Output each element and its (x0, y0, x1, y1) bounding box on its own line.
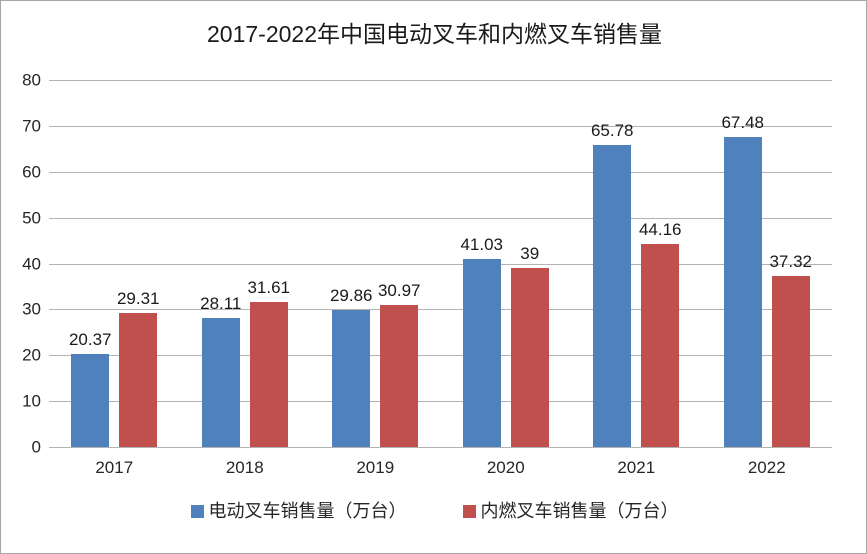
bar-value-label-ice-2021: 44.16 (638, 220, 682, 240)
bar-value-label-ice-2018: 31.61 (247, 277, 291, 297)
y-tick-label: 30 (22, 299, 41, 319)
bar-value-label-electric-2018: 28.11 (200, 294, 242, 314)
x-tick-label-2019: 2019 (356, 458, 395, 477)
x-tick-label-2017: 2017 (95, 458, 134, 477)
legend-label-electric: 电动叉车销售量（万台） (208, 501, 407, 521)
x-tick-label-2020: 2020 (486, 458, 525, 477)
bar-ice-2020[interactable] (510, 268, 549, 447)
gridline (49, 80, 832, 81)
gridline (49, 401, 832, 403)
bar-value-label-electric-2020: 41.03 (460, 234, 504, 254)
bar-ice-2018[interactable] (249, 302, 288, 447)
y-tick-label: 50 (22, 208, 41, 228)
bar-electric-2017[interactable] (71, 353, 110, 447)
y-tick-label: 0 (31, 437, 41, 457)
legend-swatch-icon-electric (190, 504, 204, 518)
gridline (49, 263, 832, 265)
gridline (49, 171, 832, 173)
y-tick-label: 70 (22, 116, 41, 136)
gridline (49, 309, 832, 311)
x-tick-label-2018: 2018 (225, 458, 264, 477)
x-tick-label-2021: 2021 (617, 458, 656, 477)
legend-item-electric[interactable]: 电动叉车销售量（万台） (190, 500, 407, 522)
bar-electric-2020[interactable] (462, 258, 501, 447)
plot-area: 20.37 29.31 28.11 31.61 29.86 30.97 41.03 39 65.… (49, 80, 832, 448)
bar-value-label-electric-2021: 65.78 (590, 121, 634, 141)
bar-electric-2021[interactable] (593, 145, 632, 447)
y-tick-label: 10 (22, 391, 41, 411)
gridline (49, 217, 832, 219)
bar-value-label-ice-2019: 30.97 (377, 280, 421, 300)
chart-title: 2017-2022年中国电动叉车和内燃叉车销售量 (207, 21, 662, 47)
y-tick-label: 80 (22, 70, 41, 90)
y-tick-label: 60 (22, 162, 41, 182)
bar-ice-2022[interactable] (771, 275, 810, 447)
gridline (49, 447, 832, 448)
x-tick-label-2022: 2022 (747, 458, 786, 477)
gridline (49, 125, 832, 127)
bar-value-label-ice-2022: 37.32 (769, 251, 813, 271)
bar-value-label-ice-2017: 29.31 (116, 288, 160, 308)
bar-value-label-ice-2020: 39 (520, 244, 540, 264)
y-tick-label: 40 (22, 254, 41, 273)
bar-value-label-electric-2022: 67.48 (721, 113, 765, 133)
legend-swatch-icon-ice (462, 504, 476, 518)
bar-ice-2017[interactable] (119, 312, 158, 447)
bar-value-label-electric-2017: 20.37 (68, 329, 112, 349)
y-tick-label: 20 (22, 345, 41, 365)
legend-item-ice[interactable]: 内燃叉车销售量（万台） (462, 500, 679, 522)
legend-label-ice: 内燃叉车销售量（万台） (480, 501, 679, 521)
chart-legend: 电动叉车销售量（万台） 内燃叉车销售量（万台） (1, 500, 866, 522)
bar-ice-2021[interactable] (641, 244, 680, 447)
bar-electric-2018[interactable] (201, 318, 240, 447)
y-axis: 80 70 60 50 40 30 20 10 0 (1, 72, 41, 456)
bar-ice-2019[interactable] (380, 304, 419, 447)
bar-electric-2019[interactable] (332, 310, 371, 447)
bar-electric-2022[interactable] (723, 137, 762, 447)
x-axis: 2017 2018 2019 2020 2021 2022 (49, 456, 832, 484)
gridline (49, 355, 832, 357)
bar-value-label-electric-2019: 29.86 (329, 286, 373, 306)
